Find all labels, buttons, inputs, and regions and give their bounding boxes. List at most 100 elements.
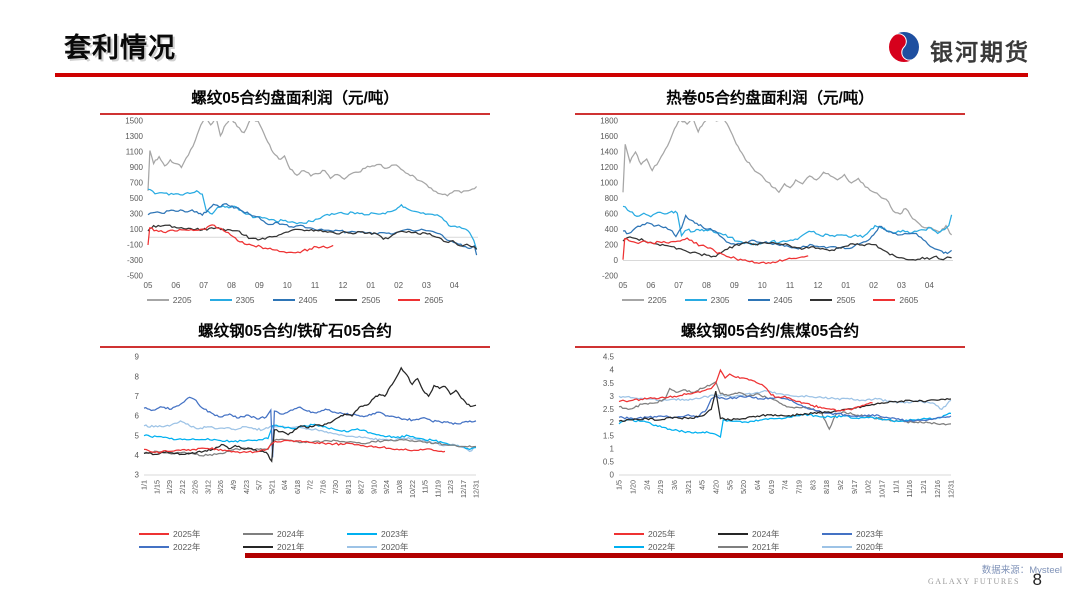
footer-brand: GALAXY FUTURES (927, 577, 1020, 586)
svg-text:9/10: 9/10 (369, 480, 378, 494)
legend-item-2405: 2405 (747, 295, 792, 305)
legend-swatch (139, 533, 169, 535)
legend-swatch (139, 546, 169, 548)
brand-logo: 银河期货 (887, 30, 1030, 69)
svg-text:06: 06 (171, 281, 180, 290)
svg-text:2/4: 2/4 (642, 480, 651, 490)
legend-label: 2305 (710, 295, 730, 305)
svg-text:3/12: 3/12 (203, 480, 212, 494)
svg-text:10/2: 10/2 (864, 480, 873, 494)
svg-text:12/16: 12/16 (933, 480, 942, 498)
svg-text:12/17: 12/17 (459, 480, 468, 498)
svg-text:09: 09 (730, 281, 739, 290)
legend-item-2023年: 2023年 (347, 528, 451, 540)
legend-swatch (243, 546, 273, 548)
svg-text:100: 100 (130, 225, 144, 234)
legend-swatch (209, 299, 232, 301)
chart-line-2305 (622, 205, 953, 246)
y-axis-labels: 9 8 7 6 5 4 3 (135, 353, 140, 480)
legend-label: 2025年 (648, 529, 676, 539)
svg-text:04: 04 (925, 281, 934, 290)
svg-text:7/4: 7/4 (781, 480, 790, 490)
svg-text:11/1: 11/1 (891, 480, 900, 493)
svg-text:0: 0 (614, 256, 619, 265)
svg-text:11/16: 11/16 (905, 480, 914, 497)
legend-item-2205: 2205 (146, 295, 192, 305)
legend-label: 2024年 (277, 529, 305, 539)
legend-item-2025年: 2025年 (139, 528, 243, 540)
svg-text:06: 06 (646, 281, 655, 290)
svg-text:7/19: 7/19 (794, 480, 803, 494)
svg-text:10/22: 10/22 (408, 480, 417, 498)
svg-text:04: 04 (450, 281, 459, 290)
legend-item-2020年: 2020年 (347, 541, 451, 553)
svg-text:1/15: 1/15 (152, 480, 161, 494)
svg-text:11: 11 (311, 281, 320, 290)
svg-text:1: 1 (610, 444, 615, 453)
svg-text:09: 09 (255, 281, 264, 290)
chart-title: 螺纹钢05合约/铁矿石05合约 (198, 323, 392, 340)
svg-text:600: 600 (605, 210, 619, 219)
svg-text:12: 12 (813, 281, 822, 290)
legend-item-2025年: 2025年 (614, 528, 718, 540)
chart-line-2305 (147, 188, 478, 250)
legend-swatch (718, 546, 748, 548)
legend-swatch (747, 299, 770, 301)
chart-title: 螺纹钢05合约/焦煤05合约 (680, 323, 860, 340)
x-axis-labels: 05 06 07 08 09 10 11 12 01 02 03 04 (619, 281, 935, 290)
svg-text:1300: 1300 (125, 132, 143, 141)
svg-text:2/19: 2/19 (656, 480, 665, 494)
x-axis-labels: 1/5 1/20 2/4 2/19 3/6 3/21 4/5 4/20 5/5 5/20 6/4 6/… (615, 480, 956, 498)
chart-line-2020年 (143, 420, 477, 453)
chart-plot-area: 1800 1600 1400 1200 1000 800 600 400 200 0 -200 05 0… (575, 116, 965, 294)
legend-swatch (272, 299, 295, 301)
svg-text:05: 05 (144, 281, 153, 290)
chart-line-2025年 (143, 439, 446, 454)
page-number: 8 (1032, 570, 1042, 589)
svg-text:700: 700 (130, 179, 144, 188)
svg-text:300: 300 (130, 210, 144, 219)
svg-text:1.5: 1.5 (603, 431, 615, 440)
legend-label: 2024年 (752, 529, 780, 539)
legend-swatch (822, 546, 852, 548)
svg-text:5/5: 5/5 (725, 480, 734, 490)
chart-title-rule (575, 113, 965, 115)
svg-text:5/20: 5/20 (739, 480, 748, 494)
svg-text:08: 08 (702, 281, 711, 290)
legend-label: 2605 (899, 295, 919, 305)
svg-text:3/6: 3/6 (670, 480, 679, 490)
title-rule (55, 73, 1028, 77)
chart-line-2023年 (143, 423, 477, 451)
svg-text:1600: 1600 (600, 132, 618, 141)
svg-text:1500: 1500 (125, 117, 143, 126)
legend-item-2024年: 2024年 (718, 528, 822, 540)
svg-text:1/5: 1/5 (615, 480, 624, 490)
legend-item-2605: 2605 (398, 295, 443, 305)
legend-swatch (873, 299, 896, 301)
svg-text:3/26: 3/26 (216, 480, 225, 494)
svg-text:9/24: 9/24 (382, 480, 391, 494)
svg-text:12/3: 12/3 (446, 480, 455, 494)
svg-text:2/26: 2/26 (191, 480, 200, 494)
svg-text:4/5: 4/5 (698, 480, 707, 490)
svg-text:1000: 1000 (600, 179, 618, 188)
svg-text:2: 2 (610, 418, 615, 427)
svg-text:4/23: 4/23 (242, 480, 251, 494)
chart-title-rule (100, 113, 490, 115)
svg-text:-200: -200 (602, 272, 619, 281)
svg-text:4: 4 (610, 366, 615, 375)
legend-item-2605: 2605 (873, 295, 918, 305)
svg-text:12: 12 (338, 281, 347, 290)
legend-swatch (347, 546, 377, 548)
chart-legend: 2025年 2024年 2023年 2022年 2021年 2020年 (575, 528, 965, 553)
svg-text:3: 3 (135, 471, 140, 480)
legend-label: 2305 (235, 295, 255, 305)
svg-text:1/20: 1/20 (628, 480, 637, 494)
svg-text:12/1: 12/1 (919, 480, 928, 494)
svg-text:3: 3 (610, 392, 615, 401)
legend-swatch (146, 299, 169, 301)
chart-rebar05-profit: 螺纹05合约盘面利润（元/吨） 1500 1300 1100 900 700 500 300… (100, 88, 490, 305)
chart-plot-area: 9 8 7 6 5 4 3 1/1 1/15 1/29 2/12 2/26 3/12 3/26 4/9 4/2… (100, 349, 490, 527)
svg-text:07: 07 (674, 281, 683, 290)
svg-text:02: 02 (394, 281, 403, 290)
